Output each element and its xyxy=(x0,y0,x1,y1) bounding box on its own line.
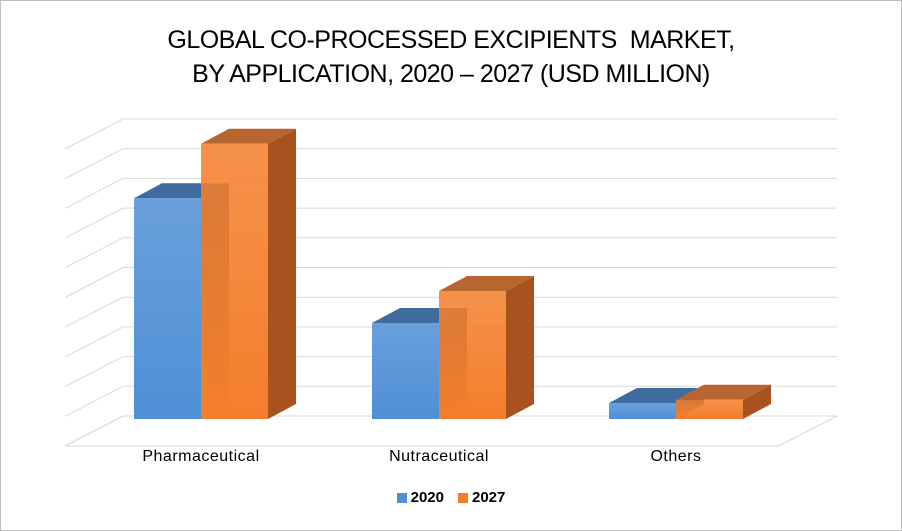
legend-label-2027: 2027 xyxy=(472,489,506,506)
legend-label-2020: 2020 xyxy=(410,489,444,506)
bar-pharmaceutical-2027-top xyxy=(201,128,296,144)
legend-swatch-2020 xyxy=(396,492,407,503)
category-label-nutraceutical: Nutraceutical xyxy=(389,448,489,465)
gridline-side xyxy=(64,177,124,209)
bar-others-2020 xyxy=(609,403,676,419)
gridline-side xyxy=(64,237,124,269)
gridline-side xyxy=(64,118,124,150)
gridline-side xyxy=(64,267,124,298)
bar-pharmaceutical-2027-side xyxy=(268,128,296,420)
category-label-others: Others xyxy=(650,448,701,465)
gridline-side xyxy=(64,385,124,417)
gridline-side xyxy=(64,148,124,180)
chart-title-line-1: GLOBAL CO-PROCESSED EXCIPIENTS MARKET, xyxy=(167,26,735,54)
chart-title: GLOBAL CO-PROCESSED EXCIPIENTS MARKET, B… xyxy=(1,23,901,91)
gridline-side xyxy=(64,296,124,328)
category-label-pharmaceutical: Pharmaceutical xyxy=(142,448,259,465)
gridline-side xyxy=(64,356,124,388)
bar-pharmaceutical-2027 xyxy=(201,143,268,420)
gridline-side xyxy=(64,326,124,358)
chart-title-line-2: BY APPLICATION, 2020 – 2027 (USD MILLION… xyxy=(192,60,710,88)
bar-others-2027-side xyxy=(743,384,771,419)
bar-nutraceutical-2027 xyxy=(439,291,506,419)
bar-nutraceutical-2027-side xyxy=(506,276,534,419)
legend-swatch-2027 xyxy=(458,492,468,503)
bar-pharmaceutical-2020 xyxy=(134,198,201,419)
chart-floor xyxy=(64,415,838,447)
legend: 2020 2027 xyxy=(1,489,901,506)
legend-item-2027: 2027 xyxy=(458,489,505,506)
bar-others-2027 xyxy=(676,399,743,419)
bar-nutraceutical-2020 xyxy=(372,323,439,419)
gridline-side xyxy=(64,207,124,239)
bar-nutraceutical-2027-top xyxy=(439,276,534,291)
legend-item-2020: 2020 xyxy=(396,489,444,506)
bar-others-2027-top xyxy=(676,384,771,400)
